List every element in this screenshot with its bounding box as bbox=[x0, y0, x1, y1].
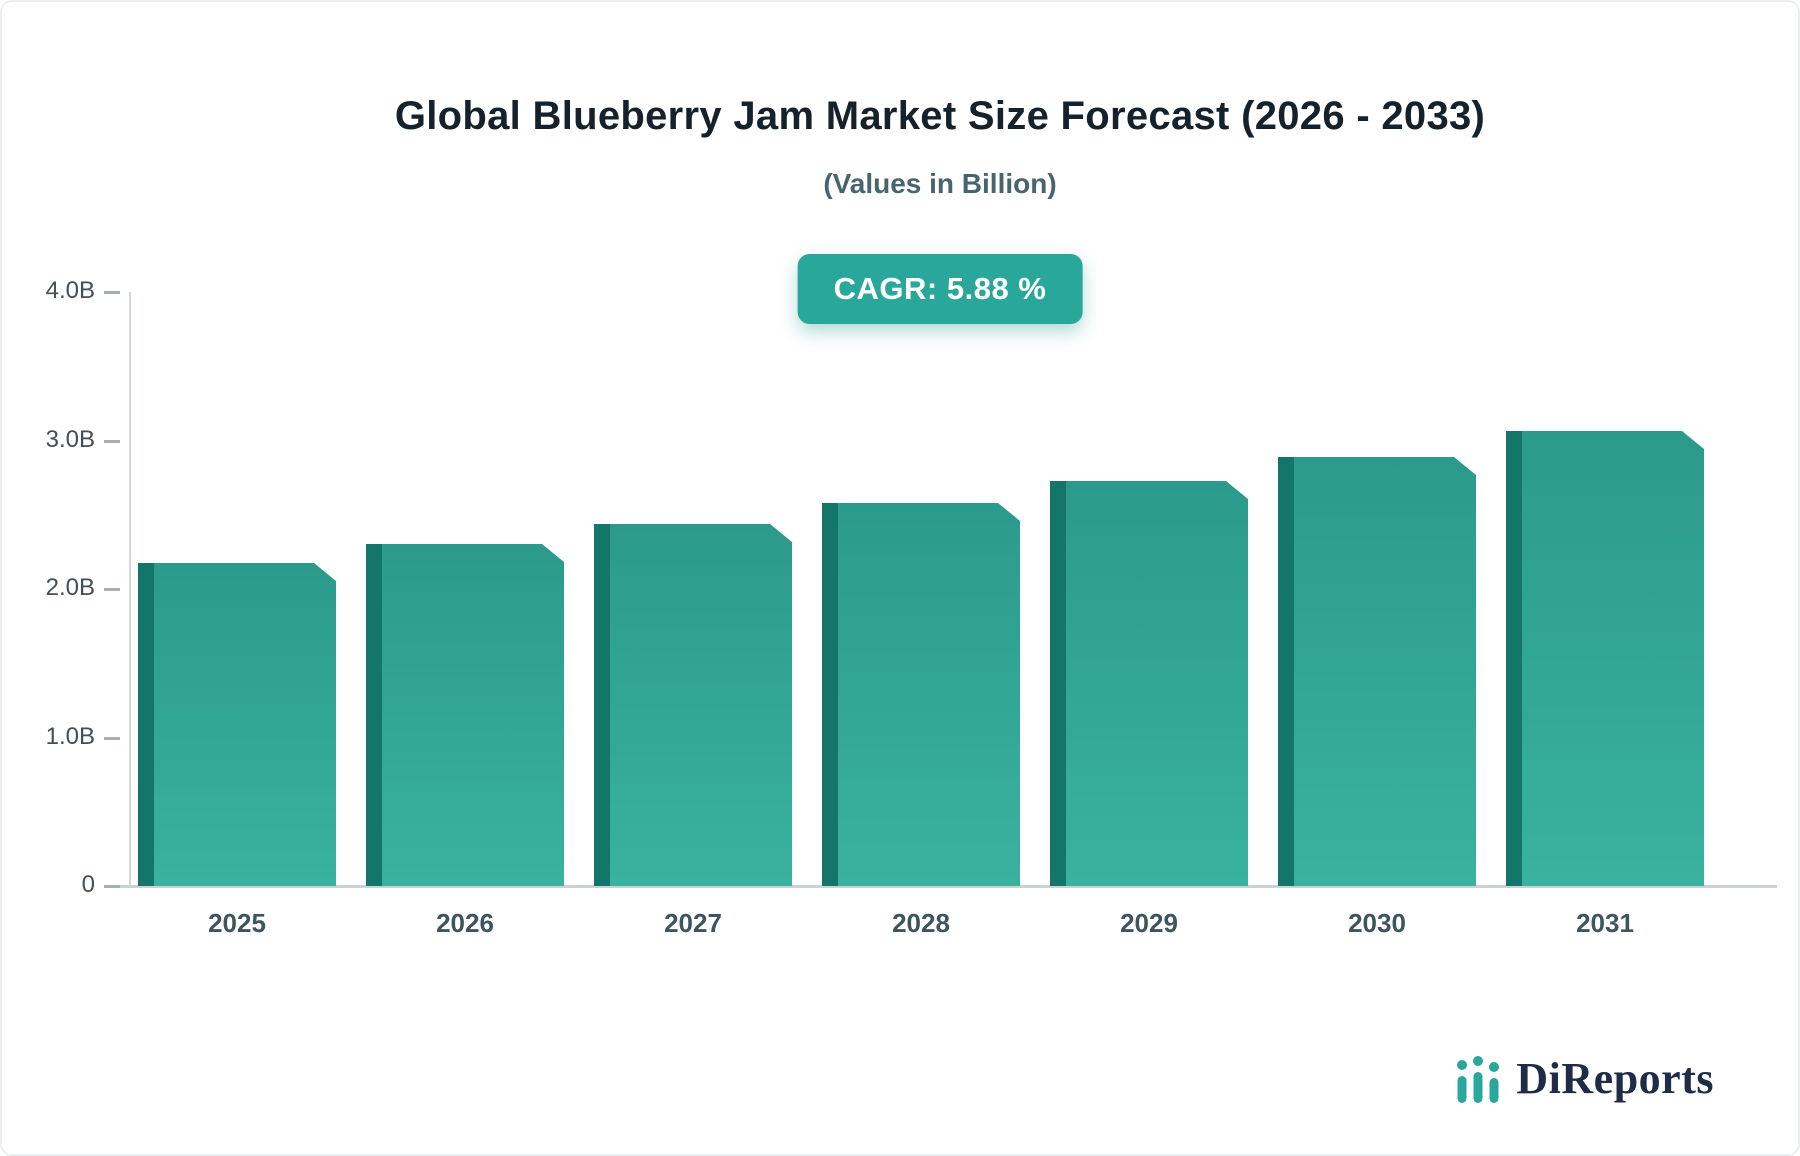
y-axis-tick bbox=[104, 588, 120, 591]
y-axis-label-1.0B: 1.0B bbox=[45, 722, 95, 750]
bar-value-label: 2.435 B bbox=[648, 480, 738, 510]
y-axis-tick bbox=[104, 736, 120, 740]
cagr-badge: CAGR: 5.88 % bbox=[797, 254, 1083, 324]
chart-subtitle: (Values in Billion) bbox=[823, 168, 1057, 199]
x-axis-label-2031: 2031 bbox=[1576, 908, 1634, 938]
bar-2027: 2.435 B bbox=[594, 524, 792, 886]
bar-value-label: 2.892 B bbox=[1332, 413, 1422, 443]
y-axis-label-3.0B: 3.0B bbox=[45, 425, 95, 453]
y-axis-tick bbox=[104, 291, 120, 294]
y-axis-label-2.0B: 2.0B bbox=[45, 574, 95, 601]
x-axis-label-2025: 2025 bbox=[208, 908, 266, 938]
bar-value-label: 3.065 B bbox=[1560, 387, 1650, 417]
plot-area: 2.175 B 2025 2.300 B 2026 2.435 B 2027 2.578 B… bbox=[46, 277, 1777, 938]
bar-value-label: 2.578 B bbox=[876, 459, 966, 489]
bar-2031: 3.065 B bbox=[1506, 431, 1704, 886]
bar-2030: 2.892 B bbox=[1278, 457, 1476, 886]
y-axis-tick bbox=[104, 885, 120, 888]
bar-2028: 2.578 B bbox=[822, 503, 1020, 886]
x-axis-line bbox=[112, 885, 1777, 888]
x-axis-label-2026: 2026 bbox=[436, 908, 494, 938]
y-axis-line bbox=[129, 292, 131, 886]
x-axis-label-2028: 2028 bbox=[892, 908, 950, 938]
chart-title: Global Blueberry Jam Market Size Forecas… bbox=[394, 94, 1486, 138]
y-axis-tick bbox=[104, 439, 120, 443]
bar-2025: 2.175 B bbox=[138, 563, 336, 886]
logo-text: DiReports bbox=[1516, 1054, 1714, 1103]
bar-chart-icon bbox=[1457, 1055, 1500, 1103]
x-axis-label-2029: 2029 bbox=[1120, 908, 1178, 938]
bar-2029: 2.730 B bbox=[1050, 481, 1248, 886]
bar-value-label: 2.730 B bbox=[1104, 437, 1194, 467]
bar-2026: 2.300 B bbox=[366, 544, 564, 886]
x-axis-label-2027: 2027 bbox=[664, 908, 722, 938]
y-axis-label-0: 0 bbox=[81, 871, 95, 898]
bar-value-label: 2.175 B bbox=[192, 519, 282, 549]
x-axis-label-2030: 2030 bbox=[1348, 908, 1406, 938]
y-axis-label-4.0B: 4.0B bbox=[45, 277, 95, 304]
bar-value-label: 2.300 B bbox=[420, 500, 510, 530]
direports-logo: DiReports bbox=[1452, 1053, 1714, 1104]
